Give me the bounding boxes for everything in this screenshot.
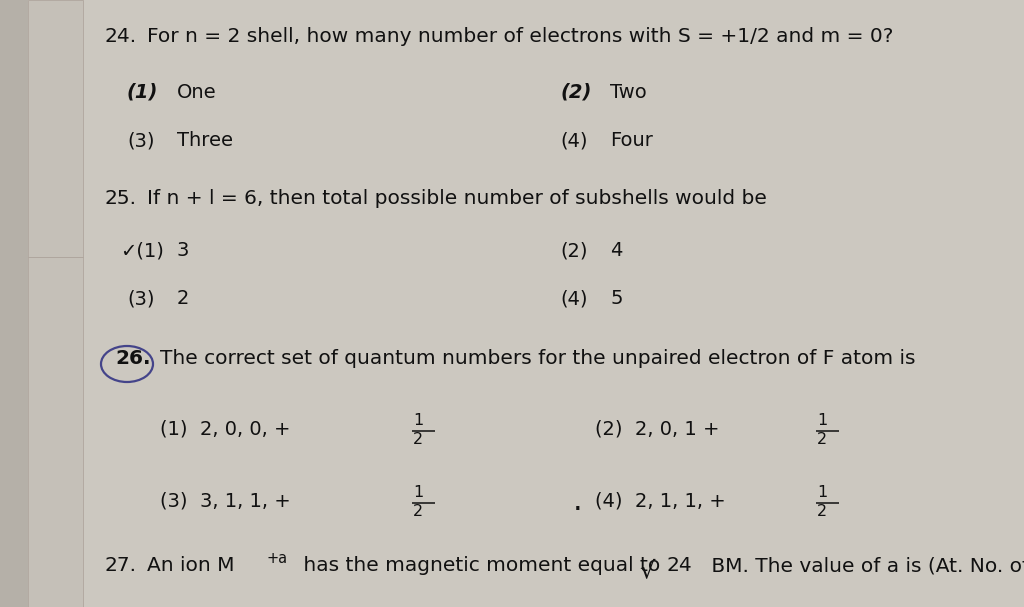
Text: Four: Four [610, 131, 653, 150]
Text: 1: 1 [817, 413, 827, 428]
Text: 24.: 24. [105, 27, 137, 46]
Bar [28, 0, 83, 257]
Text: (4): (4) [560, 289, 588, 308]
Text: One: One [177, 83, 217, 102]
Text: 2: 2 [413, 432, 423, 447]
Text: 26.: 26. [115, 349, 151, 368]
Bar [0, 0, 28, 607]
Text: (2): (2) [560, 83, 592, 102]
Text: 2: 2 [817, 504, 827, 519]
Text: (1): (1) [127, 83, 159, 102]
Text: (2): (2) [560, 241, 588, 260]
Text: 4: 4 [610, 241, 623, 260]
Text: √: √ [639, 558, 654, 582]
Text: 5: 5 [610, 289, 623, 308]
Text: +a: +a [267, 551, 288, 566]
Text: (3): (3) [127, 289, 155, 308]
Text: 1: 1 [413, 413, 423, 428]
Text: Two: Two [610, 83, 647, 102]
Text: 2: 2 [177, 289, 189, 308]
Text: (3): (3) [127, 131, 155, 150]
Text: 1: 1 [413, 485, 423, 500]
Text: 27.: 27. [105, 556, 137, 575]
Text: has the magnetic moment equal to: has the magnetic moment equal to [297, 556, 667, 575]
Text: If n + l = 6, then total possible number of subshells would be: If n + l = 6, then total possible number… [147, 189, 767, 208]
Text: (4): (4) [560, 131, 588, 150]
Text: Three: Three [177, 131, 233, 150]
Text: 3: 3 [177, 241, 189, 260]
Text: 2: 2 [413, 504, 423, 519]
Text: BM. The value of a is (At. No. of M: BM. The value of a is (At. No. of M [705, 556, 1024, 575]
Text: (2)  2, 0, 1 +: (2) 2, 0, 1 + [595, 419, 720, 438]
Text: An ion M: An ion M [147, 556, 234, 575]
Text: 25.: 25. [105, 189, 137, 208]
Text: 1: 1 [817, 485, 827, 500]
Text: 24: 24 [667, 556, 693, 575]
Text: ·: · [573, 496, 583, 525]
Text: 2: 2 [817, 432, 827, 447]
Bar [28, 257, 83, 607]
Text: ✓(1): ✓(1) [120, 241, 164, 260]
Text: (1)  2, 0, 0, +: (1) 2, 0, 0, + [160, 419, 291, 438]
Text: The correct set of quantum numbers for the unpaired electron of F atom is: The correct set of quantum numbers for t… [160, 349, 915, 368]
Text: For n = 2 shell, how many number of electrons with S = +1/2 and m = 0?: For n = 2 shell, how many number of elec… [147, 27, 893, 46]
Text: (4)  2, 1, 1, +: (4) 2, 1, 1, + [595, 491, 726, 510]
Text: (3)  3, 1, 1, +: (3) 3, 1, 1, + [160, 491, 291, 510]
